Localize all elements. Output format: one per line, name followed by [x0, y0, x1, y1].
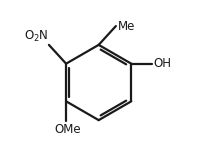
Text: Me: Me — [118, 20, 135, 33]
Text: OMe: OMe — [54, 123, 81, 136]
Text: $\mathregular{O_2}$N: $\mathregular{O_2}$N — [23, 29, 48, 44]
Text: OH: OH — [153, 57, 171, 70]
